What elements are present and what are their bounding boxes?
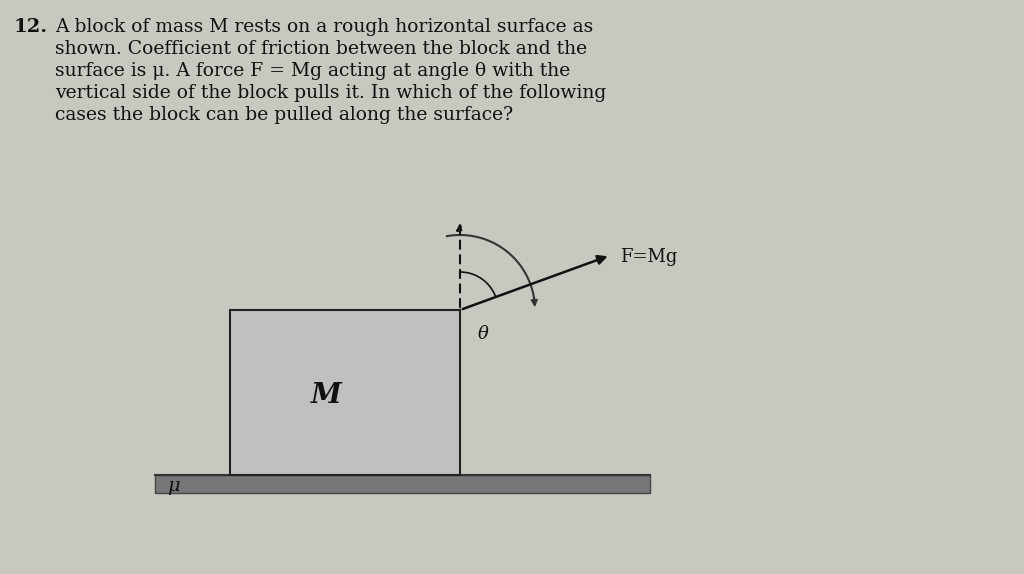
Text: M: M xyxy=(311,382,342,409)
Text: surface is μ. A force F = Mg acting at angle θ with the: surface is μ. A force F = Mg acting at a… xyxy=(55,62,570,80)
Text: vertical side of the block pulls it. In which of the following: vertical side of the block pulls it. In … xyxy=(55,84,606,102)
Text: θ: θ xyxy=(478,325,488,343)
Bar xyxy=(230,310,460,475)
Bar xyxy=(155,475,650,493)
Text: 12.: 12. xyxy=(14,18,48,36)
Text: A block of mass M rests on a rough horizontal surface as: A block of mass M rests on a rough horiz… xyxy=(55,18,593,36)
Text: F=Mg: F=Mg xyxy=(621,249,678,266)
Text: cases the block can be pulled along the surface?: cases the block can be pulled along the … xyxy=(55,106,513,124)
Text: shown. Coefficient of friction between the block and the: shown. Coefficient of friction between t… xyxy=(55,40,587,58)
Text: μ: μ xyxy=(167,477,179,495)
